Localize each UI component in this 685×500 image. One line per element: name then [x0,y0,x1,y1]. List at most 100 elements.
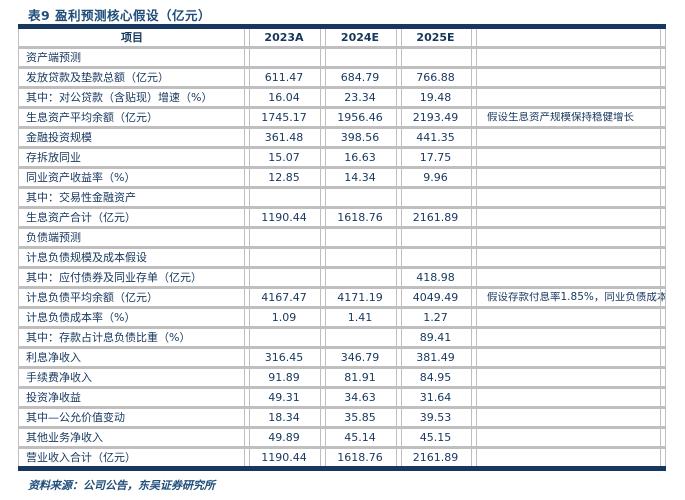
row-label: 计息负债平均余额（亿元） [26,292,158,303]
cell-value-2: 34.63 [344,391,376,404]
cell-value-3: 381.49 [416,351,455,364]
table-body: 资产端预测 发放贷款及垫款总额（亿元） 611.47 684.79 766.88… [18,49,666,466]
cell-value-3: 31.64 [419,391,452,404]
row-label: 同业资产收益率（%） [26,172,136,183]
cell-value-2: 346.79 [340,351,380,364]
table-row: 其他业务净收入 49.89 45.14 45.15 [18,429,666,449]
cell-value-1: 16.04 [268,91,300,104]
cell-value-2: 35.85 [344,411,376,424]
table-row: 负债端预测 [18,229,666,249]
row-label: 发放贷款及垫款总额（亿元） [26,72,169,83]
cell-value-3: 4049.49 [412,291,459,304]
table-row: 投资净收益 49.31 34.63 31.64 [18,389,666,409]
cell-value-3: 84.95 [419,371,452,384]
cell-value-2: 1.41 [347,311,373,324]
table-row: 存拆放同业 15.07 16.63 17.75 [18,149,666,169]
row-note: 假设生息资产规模保持稳健增长 [487,112,634,123]
cell-value-1: 15.07 [268,151,300,164]
cell-value-2: 14.34 [344,171,376,184]
cell-value-3: 766.88 [416,71,455,84]
table-row: 营业收入合计（亿元） 1190.44 1618.76 2161.89 [18,449,666,466]
table-bottom-border [18,466,666,471]
cell-value-1: 316.45 [264,351,304,364]
row-label: 计息负债成本率（%） [26,312,136,323]
cell-value-2: 1956.46 [337,111,383,124]
cell-value-3: 1.27 [423,311,448,324]
table-row: 资产端预测 [18,49,666,69]
cell-value-1: 91.89 [268,371,300,384]
cell-value-2: 45.14 [344,431,376,444]
cell-value-3: 441.35 [416,131,455,144]
row-label: 金融投资规模 [26,132,92,143]
cell-value-3: 2193.49 [412,111,459,124]
header-year-1: 2023A [264,31,304,44]
row-label: 其他业务净收入 [26,432,103,443]
cell-value-1: 49.31 [268,391,300,404]
row-label: 生息资产合计（亿元） [26,212,136,223]
table-row: 其中—公允价值变动 18.34 35.85 39.53 [18,409,666,429]
table-row: 其中：交易性金融资产 [18,189,666,209]
row-label: 资产端预测 [26,52,81,63]
row-label: 手续费净收入 [26,372,92,383]
row-label: 存拆放同业 [26,152,81,163]
cell-value-3: 39.53 [419,411,452,424]
cell-value-2: 398.56 [340,131,380,144]
cell-value-2: 684.79 [340,71,380,84]
row-label: 投资净收益 [26,392,81,403]
header-item: 项目 [121,32,143,43]
source-note: 资料来源：公司公告，东吴证券研究所 [28,479,215,492]
row-label: 计息负债规模及成本假设 [26,252,147,263]
table-row: 其中：存款占计息负债比重（%） 89.41 [18,329,666,349]
header-year-2: 2024E [340,31,380,44]
table-row: 生息资产合计（亿元） 1190.44 1618.76 2161.89 [18,209,666,229]
table-row: 计息负债规模及成本假设 [18,249,666,269]
cell-value-1: 49.89 [268,431,300,444]
cell-value-3: 2161.89 [412,211,459,224]
table-row: 发放贷款及垫款总额（亿元） 611.47 684.79 766.88 [18,69,666,89]
cell-value-2: 1618.76 [337,451,383,464]
cell-value-3: 19.48 [419,91,452,104]
table-top-border [18,24,666,29]
row-note: 假设存款付息率1.85%，同业负债成本2.30% [487,292,666,303]
row-label: 利息净收入 [26,352,81,363]
cell-value-3: 89.41 [419,331,452,344]
cell-value-2: 1618.76 [337,211,383,224]
table-row: 金融投资规模 361.48 398.56 441.35 [18,129,666,149]
table-header-row: 项目 2023A 2024E 2025E [18,29,666,49]
cell-value-1: 1.09 [271,311,297,324]
table-row: 同业资产收益率（%） 12.85 14.34 9.96 [18,169,666,189]
table-row: 其中：应付债券及同业存单（亿元） 418.98 [18,269,666,289]
table-row: 手续费净收入 91.89 81.91 84.95 [18,369,666,389]
header-year-3: 2025E [416,31,455,44]
row-label: 营业收入合计（亿元） [26,452,136,463]
cell-value-2: 16.63 [344,151,376,164]
cell-value-3: 2161.89 [412,451,459,464]
cell-value-3: 45.15 [419,431,452,444]
cell-value-3: 9.96 [423,171,448,184]
row-label: 其中：交易性金融资产 [26,192,136,203]
cell-value-3: 418.98 [416,271,455,284]
cell-value-3: 17.75 [419,151,452,164]
table-row: 其中：对公贷款（含贴现）增速（%） 16.04 23.34 19.48 [18,89,666,109]
table-row: 生息资产平均余额（亿元） 1745.17 1956.46 2193.49 假设生… [18,109,666,129]
row-label: 其中—公允价值变动 [26,412,125,423]
row-label: 其中：应付债券及同业存单（亿元） [26,272,202,283]
row-label: 生息资产平均余额（亿元） [26,112,158,123]
table-row: 计息负债平均余额（亿元） 4167.47 4171.19 4049.49 假设存… [18,289,666,309]
row-label: 其中：对公贷款（含贴现）增速（%） [26,92,213,103]
forecast-table: 项目 2023A 2024E 2025E 资产端预测 发放贷款及垫款总额（亿元）… [18,24,666,471]
cell-value-1: 12.85 [268,171,300,184]
cell-value-1: 1745.17 [261,111,307,124]
table-row: 计息负债成本率（%） 1.09 1.41 1.27 [18,309,666,329]
table-title: 表9 盈利预测核心假设（亿元） [28,8,212,23]
table-row: 利息净收入 316.45 346.79 381.49 [18,349,666,369]
cell-value-1: 611.47 [264,71,304,84]
cell-value-1: 18.34 [268,411,300,424]
cell-value-1: 361.48 [264,131,304,144]
row-label: 其中：存款占计息负债比重（%） [26,332,191,343]
row-label: 负债端预测 [26,232,81,243]
cell-value-2: 23.34 [344,91,376,104]
cell-value-1: 1190.44 [261,211,307,224]
cell-value-2: 81.91 [344,371,376,384]
